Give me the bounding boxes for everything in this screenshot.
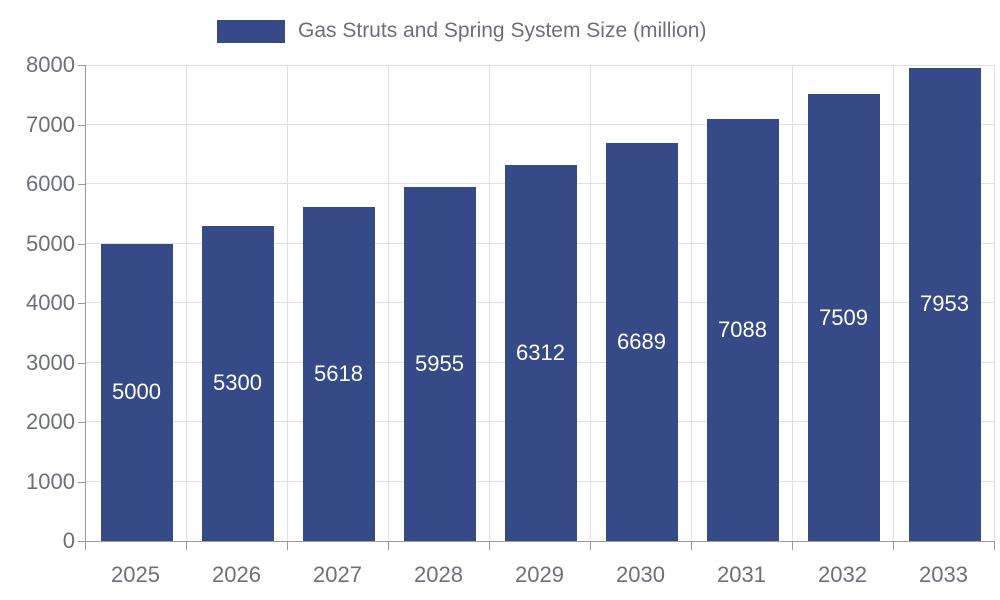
bar-2031[interactable]: 7088 (706, 119, 779, 541)
gridline-vertical (186, 65, 187, 541)
bar-value-label: 6689 (617, 329, 666, 355)
gridline-vertical (792, 65, 793, 541)
x-axis-tick-label: 2027 (313, 562, 362, 587)
gridline-vertical (287, 65, 288, 541)
gridline-horizontal (86, 65, 995, 66)
x-axis-tick (994, 542, 995, 550)
x-axis-tick (85, 542, 86, 550)
x-axis-tick-label: 2025 (111, 562, 160, 587)
y-axis-tick (78, 303, 85, 304)
y-axis-tick-label: 3000 (26, 349, 75, 375)
bar-value-label: 7953 (920, 291, 969, 317)
bar-value-label: 5955 (415, 350, 464, 376)
y-axis-tick-label: 8000 (26, 52, 75, 77)
gridline-horizontal (86, 123, 995, 125)
x-axis-tick (691, 542, 692, 550)
y-axis-tick-label: 5000 (26, 230, 75, 256)
x-axis-tick-label: 2028 (414, 562, 463, 587)
x-axis-tick (388, 542, 389, 550)
bar-value-label: 5000 (112, 379, 161, 405)
bar-2025[interactable]: 5000 (100, 243, 173, 541)
x-axis-tick-label: 2029 (515, 562, 564, 587)
x-axis-tick-label: 2026 (212, 562, 261, 587)
gridline-vertical (489, 65, 490, 541)
x-axis-tick (893, 542, 894, 550)
y-axis-tick-label: 0 (62, 528, 75, 553)
x-axis-tick (792, 542, 793, 550)
bar-value-label: 5618 (314, 360, 363, 386)
bar-value-label: 7509 (819, 304, 868, 330)
y-axis-tick (78, 481, 85, 483)
x-axis-tick-label: 2031 (717, 562, 766, 587)
x-axis-tick-label: 2032 (818, 562, 867, 587)
bar-2030[interactable]: 6689 (605, 143, 678, 541)
gridline-vertical (691, 65, 692, 541)
bar-value-label: 6312 (516, 340, 565, 366)
y-axis-tick-label: 6000 (26, 171, 75, 196)
x-axis-tick-label: 2030 (616, 562, 665, 587)
bar-2026[interactable]: 5300 (201, 225, 274, 541)
bar-2028[interactable]: 5955 (403, 186, 476, 541)
gridline-vertical (590, 65, 591, 541)
x-axis-tick (287, 542, 288, 550)
bar-2027[interactable]: 5618 (302, 206, 375, 541)
y-axis-tick (78, 184, 85, 185)
plot-area: 5000 5300 5618 5955 6312 6689 7088 7509 7953 (85, 65, 995, 542)
y-axis-tick-label: 7000 (26, 111, 75, 137)
y-axis-tick (78, 362, 85, 364)
y-axis-tick (78, 422, 85, 423)
y-axis-tick (78, 243, 85, 245)
bar-value-label: 7088 (718, 317, 767, 343)
y-axis-tick (78, 541, 85, 542)
y-axis-tick-label: 4000 (26, 290, 75, 315)
gridline-vertical (388, 65, 389, 541)
legend-label: Gas Struts and Spring System Size (milli… (298, 19, 707, 42)
bar-2033[interactable]: 7953 (908, 67, 981, 541)
gridline-vertical (893, 65, 894, 541)
bar-2032[interactable]: 7509 (807, 94, 880, 541)
legend-swatch (217, 19, 285, 43)
y-axis-tick-label: 2000 (26, 409, 75, 434)
y-axis-tick (78, 124, 85, 126)
legend-item[interactable]: Gas Struts and Spring System Size (milli… (217, 19, 706, 43)
bar-value-label: 5300 (213, 370, 262, 396)
y-axis-tick (78, 65, 85, 66)
gridline-vertical (994, 65, 995, 541)
x-axis-tick-label: 2033 (919, 562, 968, 587)
x-axis-tick (489, 542, 490, 550)
bar-2029[interactable]: 6312 (504, 165, 577, 541)
x-axis-tick (590, 542, 591, 550)
y-axis-tick-label: 1000 (26, 468, 75, 494)
x-axis-tick (186, 542, 187, 550)
